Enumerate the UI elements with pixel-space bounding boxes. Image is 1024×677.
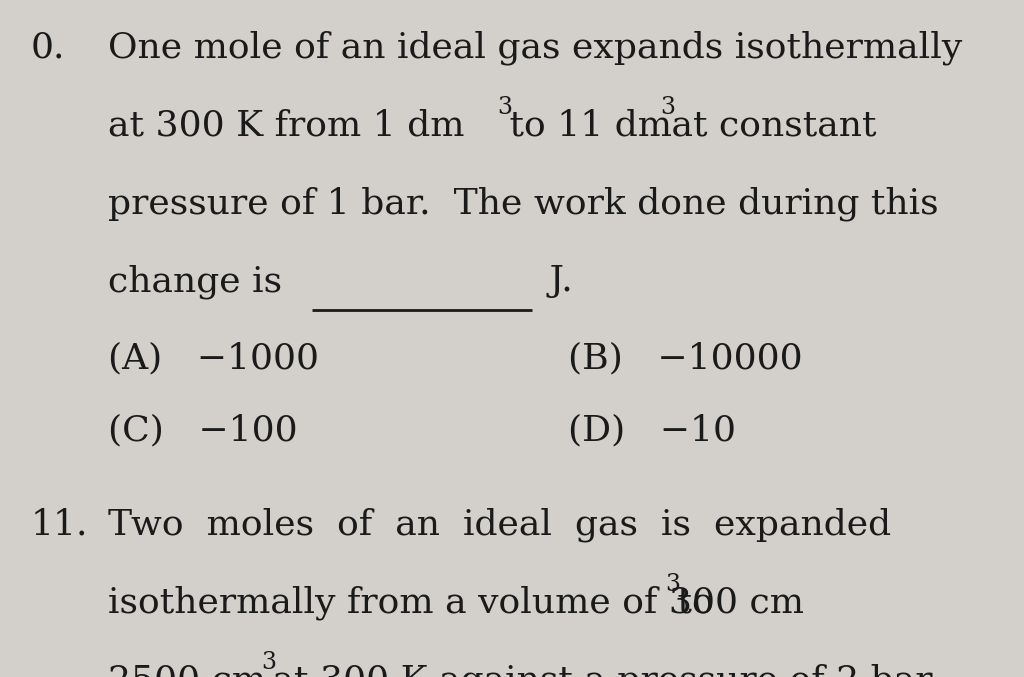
Text: (D)   −10: (D) −10 — [568, 413, 736, 447]
Text: (B)   −10000: (B) −10000 — [568, 342, 803, 376]
Text: to 11 dm: to 11 dm — [498, 108, 672, 142]
Text: 3: 3 — [660, 96, 676, 119]
Text: at 300 K against a pressure of 2 bar.: at 300 K against a pressure of 2 bar. — [261, 663, 940, 677]
Text: to: to — [666, 586, 714, 619]
Text: One mole of an ideal gas expands isothermally: One mole of an ideal gas expands isother… — [108, 30, 962, 65]
Text: 0.: 0. — [31, 30, 66, 64]
Text: 11.: 11. — [31, 508, 88, 542]
Text: (C)   −100: (C) −100 — [108, 413, 297, 447]
Text: J.: J. — [538, 264, 572, 298]
Text: 3: 3 — [666, 573, 681, 596]
Text: 3: 3 — [498, 96, 513, 119]
Text: at constant: at constant — [660, 108, 877, 142]
Text: isothermally from a volume of 300 cm: isothermally from a volume of 300 cm — [108, 586, 804, 620]
Text: Two  moles  of  an  ideal  gas  is  expanded: Two moles of an ideal gas is expanded — [108, 508, 891, 542]
Text: pressure of 1 bar.  The work done during this: pressure of 1 bar. The work done during … — [108, 186, 938, 221]
Text: at 300 K from 1 dm: at 300 K from 1 dm — [108, 108, 464, 142]
Text: 2500 cm: 2500 cm — [108, 663, 265, 677]
Text: (A)   −1000: (A) −1000 — [108, 342, 318, 376]
Text: change is: change is — [108, 264, 282, 299]
Text: 3: 3 — [261, 651, 276, 674]
